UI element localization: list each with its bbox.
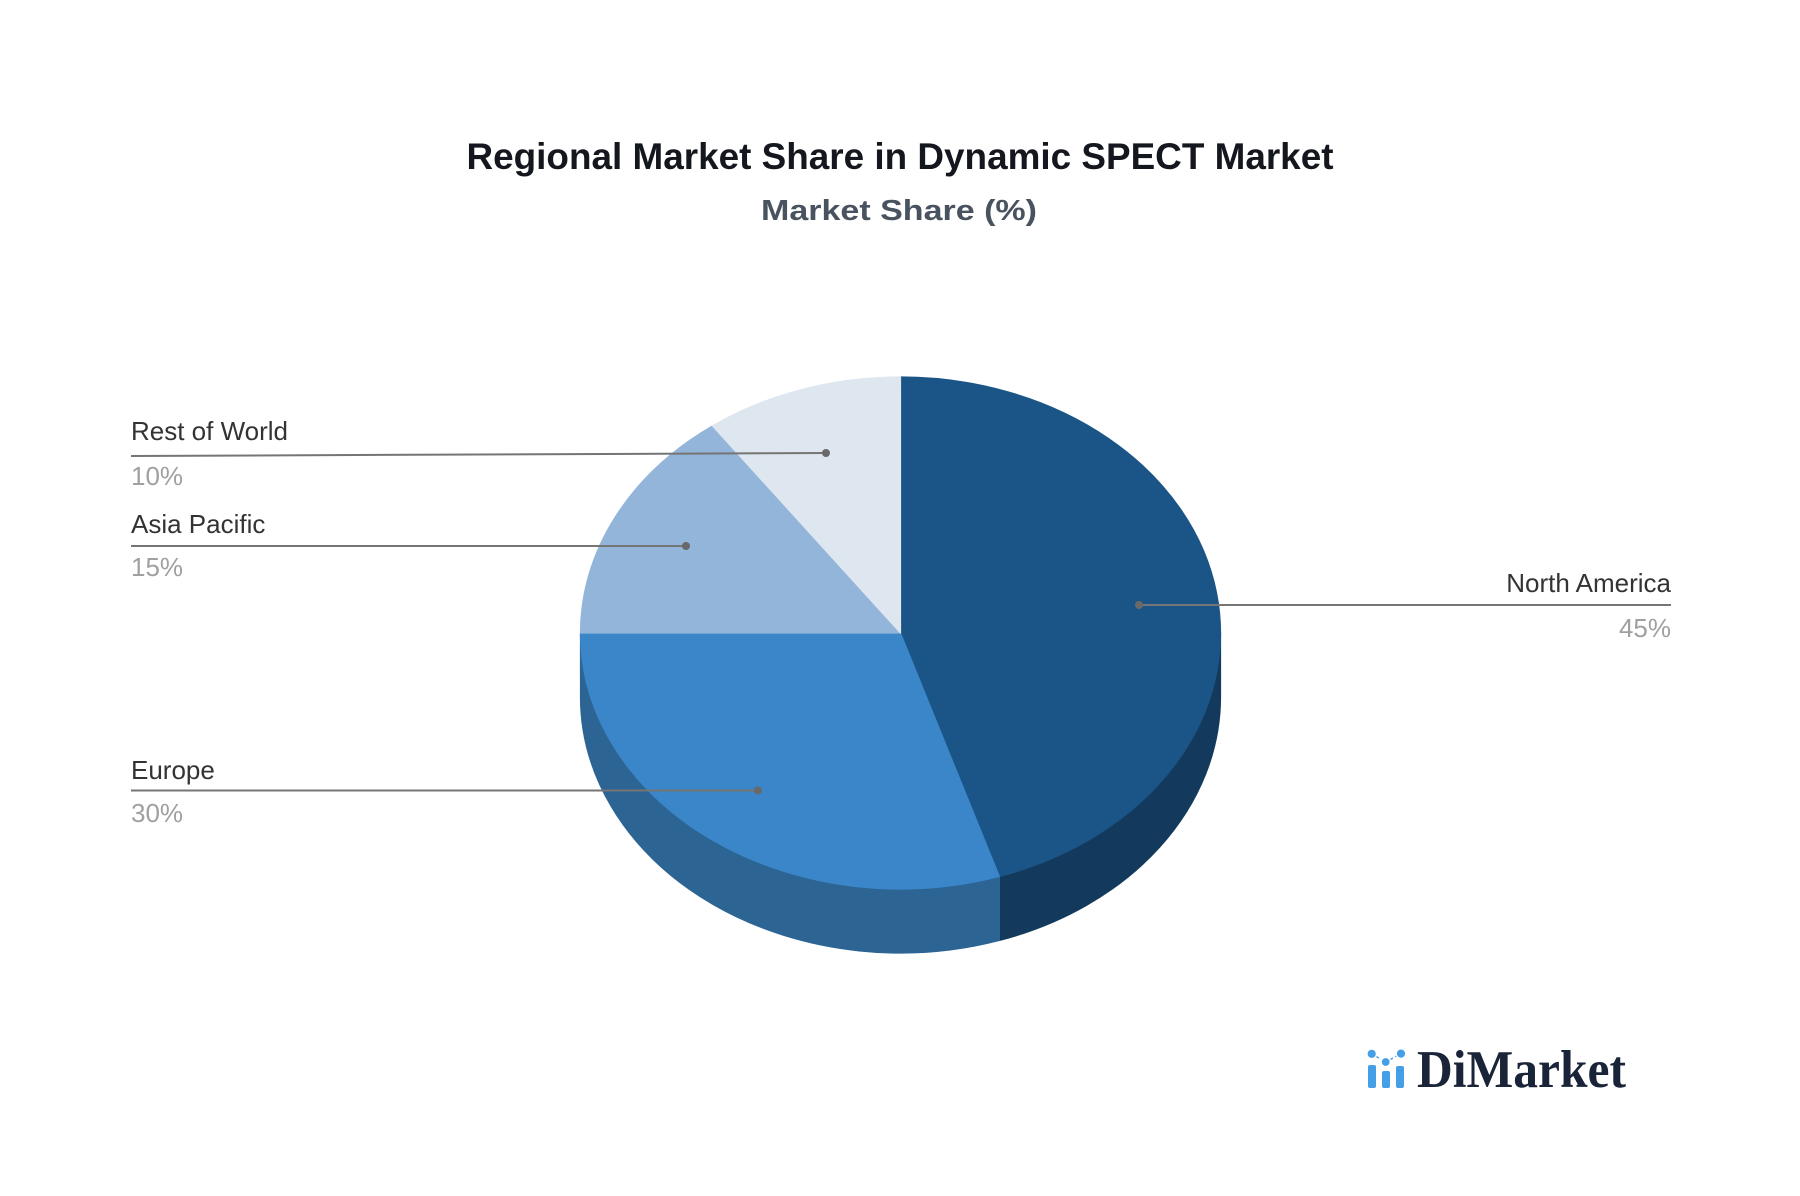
svg-text:North America: North America (1506, 568, 1671, 598)
svg-text:Regional Market Share in Dynam: Regional Market Share in Dynamic SPECT M… (467, 136, 1334, 177)
svg-text:Market Share (%): Market Share (%) (761, 195, 1037, 227)
svg-text:30%: 30% (131, 798, 183, 828)
svg-text:Europe: Europe (131, 755, 215, 785)
svg-text:Rest of World: Rest of World (131, 416, 288, 446)
svg-text:45%: 45% (1619, 613, 1671, 643)
svg-text:DiMarket: DiMarket (1417, 1041, 1626, 1099)
svg-text:10%: 10% (131, 461, 183, 491)
svg-text:Asia Pacific: Asia Pacific (131, 509, 265, 539)
svg-text:15%: 15% (131, 552, 183, 582)
